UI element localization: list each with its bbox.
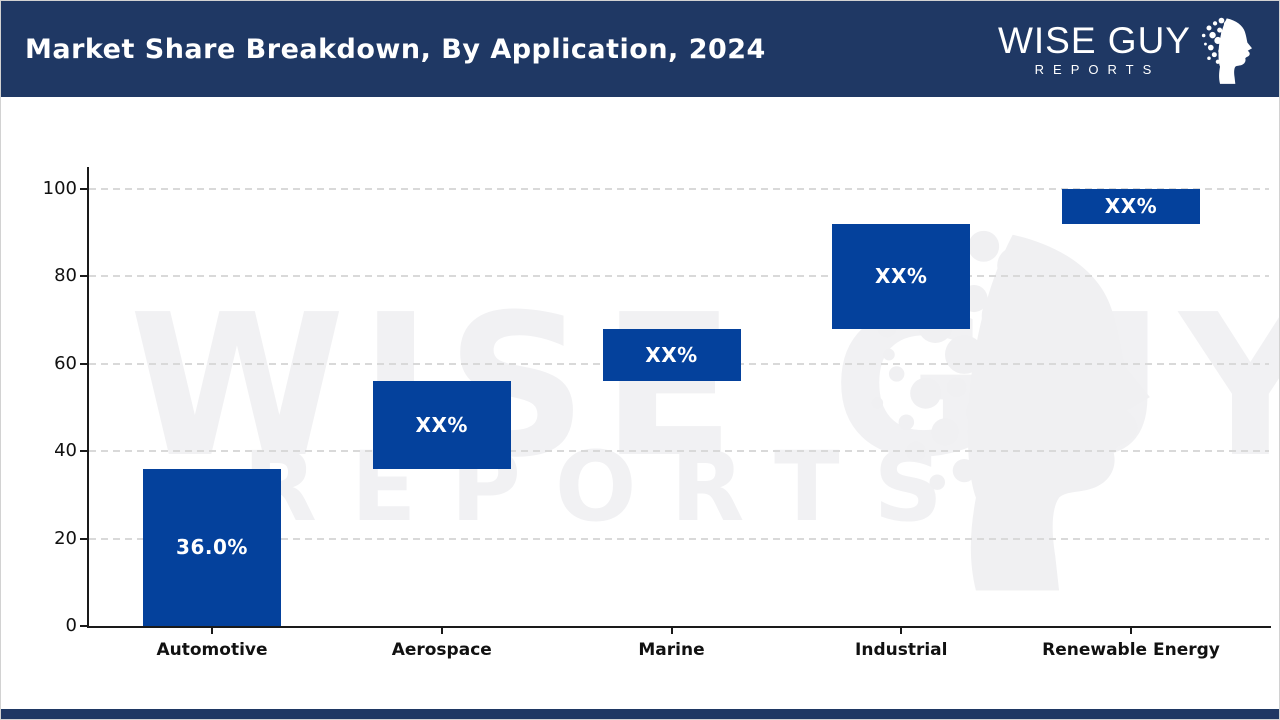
logo-text: WISE GUY REPORTS xyxy=(998,22,1191,76)
x-tick xyxy=(670,626,673,634)
wiseguy-face-icon xyxy=(1201,17,1253,84)
x-tick xyxy=(440,626,443,634)
y-tick xyxy=(80,537,87,540)
wiseguy-logo: WISE GUY REPORTS xyxy=(998,12,1257,86)
y-tick-label: 100 xyxy=(42,177,77,199)
y-tick-label: 60 xyxy=(54,352,77,374)
x-axis-line xyxy=(87,626,1271,628)
y-tick-label: 40 xyxy=(54,440,77,461)
bar-value-label: XX% xyxy=(875,264,928,288)
watermark-reports-text: REPORTS xyxy=(243,431,977,543)
header: Market Share Breakdown, By Application, … xyxy=(1,1,1279,97)
footer-bar xyxy=(1,709,1279,719)
y-tick-label: 20 xyxy=(54,527,77,549)
bar-industrial: XX% xyxy=(832,223,971,329)
bar-aerospace: XX% xyxy=(372,381,511,469)
bar-value-label: XX% xyxy=(1104,194,1158,218)
bar-value-label: XX% xyxy=(415,412,468,437)
x-tick-label: Industrial xyxy=(855,640,948,660)
y-tick-label: 0 xyxy=(65,615,77,636)
gridline-y40 xyxy=(89,450,1269,452)
gridline-y80 xyxy=(89,275,1269,277)
x-tick-label: Renewable Energy xyxy=(1042,640,1220,660)
y-tick xyxy=(80,450,87,452)
bar-value-label: 36.0% xyxy=(176,535,248,560)
x-tick xyxy=(211,626,213,634)
page-title: Market Share Breakdown, By Application, … xyxy=(25,33,766,65)
x-tick-label: Marine xyxy=(638,640,705,660)
x-tick xyxy=(900,626,903,634)
x-tick xyxy=(1130,626,1132,634)
bar-value-label: XX% xyxy=(645,342,698,367)
gridline-y20 xyxy=(89,537,1269,540)
y-tick xyxy=(80,625,87,627)
y-tick-label: 80 xyxy=(54,265,77,286)
x-tick-label: Aerospace xyxy=(391,640,492,660)
x-tick-label: Automotive xyxy=(156,640,268,660)
y-axis-line xyxy=(87,166,89,628)
logo-reports-label: REPORTS xyxy=(1034,62,1161,77)
logo-wiseguy-label: WISE GUY xyxy=(997,20,1191,61)
bar-marine: XX% xyxy=(602,328,741,381)
y-tick xyxy=(80,187,87,190)
bar-renewable-energy: XX% xyxy=(1062,188,1200,224)
bar-automotive: 36.0% xyxy=(143,468,281,626)
y-tick xyxy=(80,275,87,277)
wiseguy-face-watermark xyxy=(871,230,1150,591)
chart-plot-area: 0 20 40 60 80 100 36.0% Automotive XX% Aerospace X… xyxy=(1,97,1279,711)
y-tick xyxy=(80,362,87,365)
gridline-y100 xyxy=(89,187,1269,190)
